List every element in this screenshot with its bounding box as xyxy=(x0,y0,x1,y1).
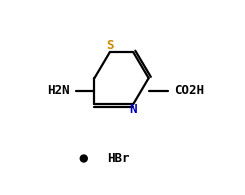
Circle shape xyxy=(80,155,87,162)
Text: H2N: H2N xyxy=(47,84,70,97)
Text: N: N xyxy=(129,103,137,116)
Text: HBr: HBr xyxy=(107,152,130,165)
Text: CO2H: CO2H xyxy=(174,84,204,97)
Text: S: S xyxy=(106,39,114,52)
